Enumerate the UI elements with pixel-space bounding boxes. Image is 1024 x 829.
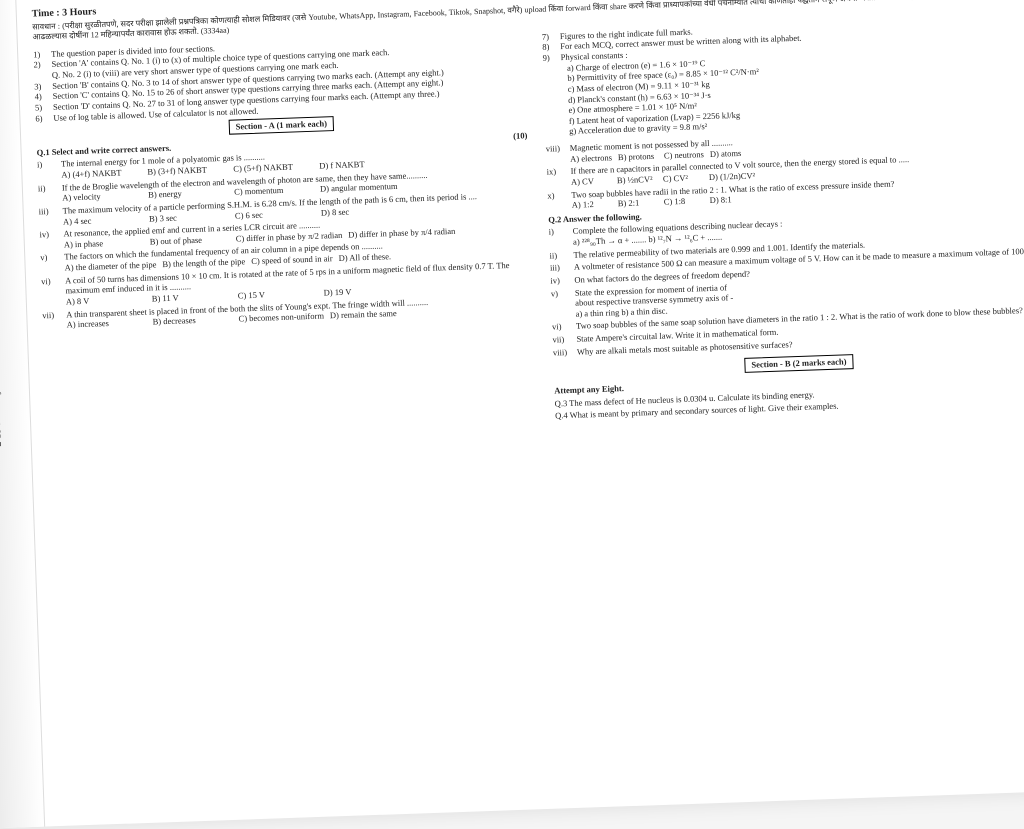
item-number: viii) bbox=[546, 143, 566, 154]
option: C) (5+f) NAKBT bbox=[233, 161, 313, 174]
option: A) 4 sec bbox=[63, 213, 143, 226]
option: D) angular momentum bbox=[320, 181, 400, 194]
main-columns: 1)The question paper is divided into fou… bbox=[33, 14, 1024, 816]
instr-num: 6) bbox=[35, 113, 49, 124]
option: B) protons bbox=[618, 150, 658, 162]
section-b-title: Section - B (2 marks each) bbox=[744, 354, 854, 372]
option: B) 3 sec bbox=[149, 210, 229, 223]
instr-num: 7) bbox=[542, 31, 556, 42]
option: C) 6 sec bbox=[235, 207, 315, 220]
instr-num: 8) bbox=[542, 42, 556, 53]
option: B) the length of the pipe bbox=[162, 256, 245, 270]
option: C) CV² bbox=[663, 172, 703, 184]
instr-num: 5) bbox=[35, 102, 49, 113]
option: B) out of phase bbox=[150, 234, 230, 247]
item-number: iii) bbox=[550, 262, 570, 273]
option: C) neutrons bbox=[664, 149, 704, 161]
instr-num: 9) bbox=[542, 52, 556, 63]
item-number: vi) bbox=[552, 321, 572, 332]
item-number: vii) bbox=[42, 309, 62, 320]
option: C) 1:8 bbox=[664, 195, 704, 207]
option: B) 11 V bbox=[152, 291, 232, 304]
item-number: ii) bbox=[38, 182, 58, 193]
time-label: Time : 3 Hours bbox=[32, 6, 97, 19]
instr-num: 2) bbox=[33, 59, 47, 70]
q1-marks: (10) bbox=[513, 130, 528, 141]
q2-items: i)Complete the following equations descr… bbox=[549, 210, 1024, 358]
spine-label: 2-59 12वी Physics 1/2 bbox=[0, 359, 3, 447]
item-number: v) bbox=[40, 252, 60, 263]
section-a-title: Section - A (1 mark each) bbox=[228, 116, 334, 134]
option: B) decreases bbox=[152, 314, 232, 327]
q2-head-text: Q.2 Answer the following. bbox=[548, 211, 642, 224]
instr-num: 4) bbox=[35, 91, 49, 102]
item-number: ii) bbox=[549, 250, 569, 261]
q1-items-right: viii)Magnetic moment is not possessed by… bbox=[546, 127, 1024, 212]
std-label: Std. : 12 वी bbox=[31, 0, 82, 4]
item-number: v) bbox=[551, 287, 571, 298]
option: D) atoms bbox=[710, 147, 750, 159]
item-number: vi) bbox=[41, 275, 62, 297]
option: D) remain the same bbox=[330, 308, 410, 321]
q1-items: i)The internal energy for 1 mole of a po… bbox=[37, 143, 534, 331]
item-number: iii) bbox=[39, 206, 59, 217]
instr-num bbox=[34, 70, 48, 81]
item-number: i) bbox=[549, 226, 569, 237]
item-number: viii) bbox=[553, 347, 573, 358]
option: B) (3+f) NAKBT bbox=[147, 164, 227, 177]
item-number: vii) bbox=[552, 334, 572, 345]
option: B) ½nCV² bbox=[617, 174, 657, 186]
instr-num: 3) bbox=[34, 81, 48, 92]
option: B) energy bbox=[148, 187, 228, 200]
option: D) f NAKBT bbox=[319, 158, 399, 171]
right-column: 7)Figures to the right indicate full mar… bbox=[542, 14, 1024, 798]
page-content: Std. : 12 वी Physics 2 - 59 Total Marks … bbox=[15, 0, 1024, 827]
item-number: ix) bbox=[546, 166, 566, 177]
option: C) momentum bbox=[234, 184, 314, 197]
option: A) electrons bbox=[570, 152, 612, 164]
option: A) CV bbox=[571, 175, 611, 187]
option: A) 8 V bbox=[66, 294, 146, 307]
option: A) increases bbox=[66, 317, 146, 330]
instr-num: 1) bbox=[33, 49, 47, 60]
left-column: 1)The question paper is divided into fou… bbox=[33, 32, 550, 816]
item-number: iv) bbox=[550, 275, 570, 286]
option: A) in phase bbox=[64, 237, 144, 250]
constants-list: a) Charge of electron (e) = 1.6 × 10⁻¹⁹ … bbox=[567, 46, 1024, 137]
option: B) 2:1 bbox=[618, 197, 658, 209]
option: C) 15 V bbox=[238, 288, 318, 301]
exam-paper: 2-59 12वी Physics 1/2 Std. : 12 वी Physi… bbox=[0, 0, 1024, 829]
option: D) (1/2n)CV² bbox=[709, 170, 756, 182]
item-number: i) bbox=[37, 159, 57, 170]
option: D) 8:1 bbox=[710, 194, 750, 206]
option: D) 19 V bbox=[324, 285, 404, 298]
item-number: x) bbox=[547, 189, 567, 200]
section-b-head-text: Attempt any Eight. bbox=[554, 383, 624, 395]
item-number: iv) bbox=[39, 229, 59, 240]
option: A) velocity bbox=[62, 190, 142, 203]
option: A) 1:2 bbox=[572, 199, 612, 211]
option: D) 8 sec bbox=[321, 204, 401, 217]
option: D) All of these. bbox=[338, 250, 418, 263]
option: A) (4+f) NAKBT bbox=[61, 167, 141, 180]
option: C) speed of sound in air bbox=[251, 253, 333, 266]
option: A) the diameter of the pipe bbox=[64, 259, 156, 273]
option: C) becomes non-uniform bbox=[238, 311, 324, 325]
